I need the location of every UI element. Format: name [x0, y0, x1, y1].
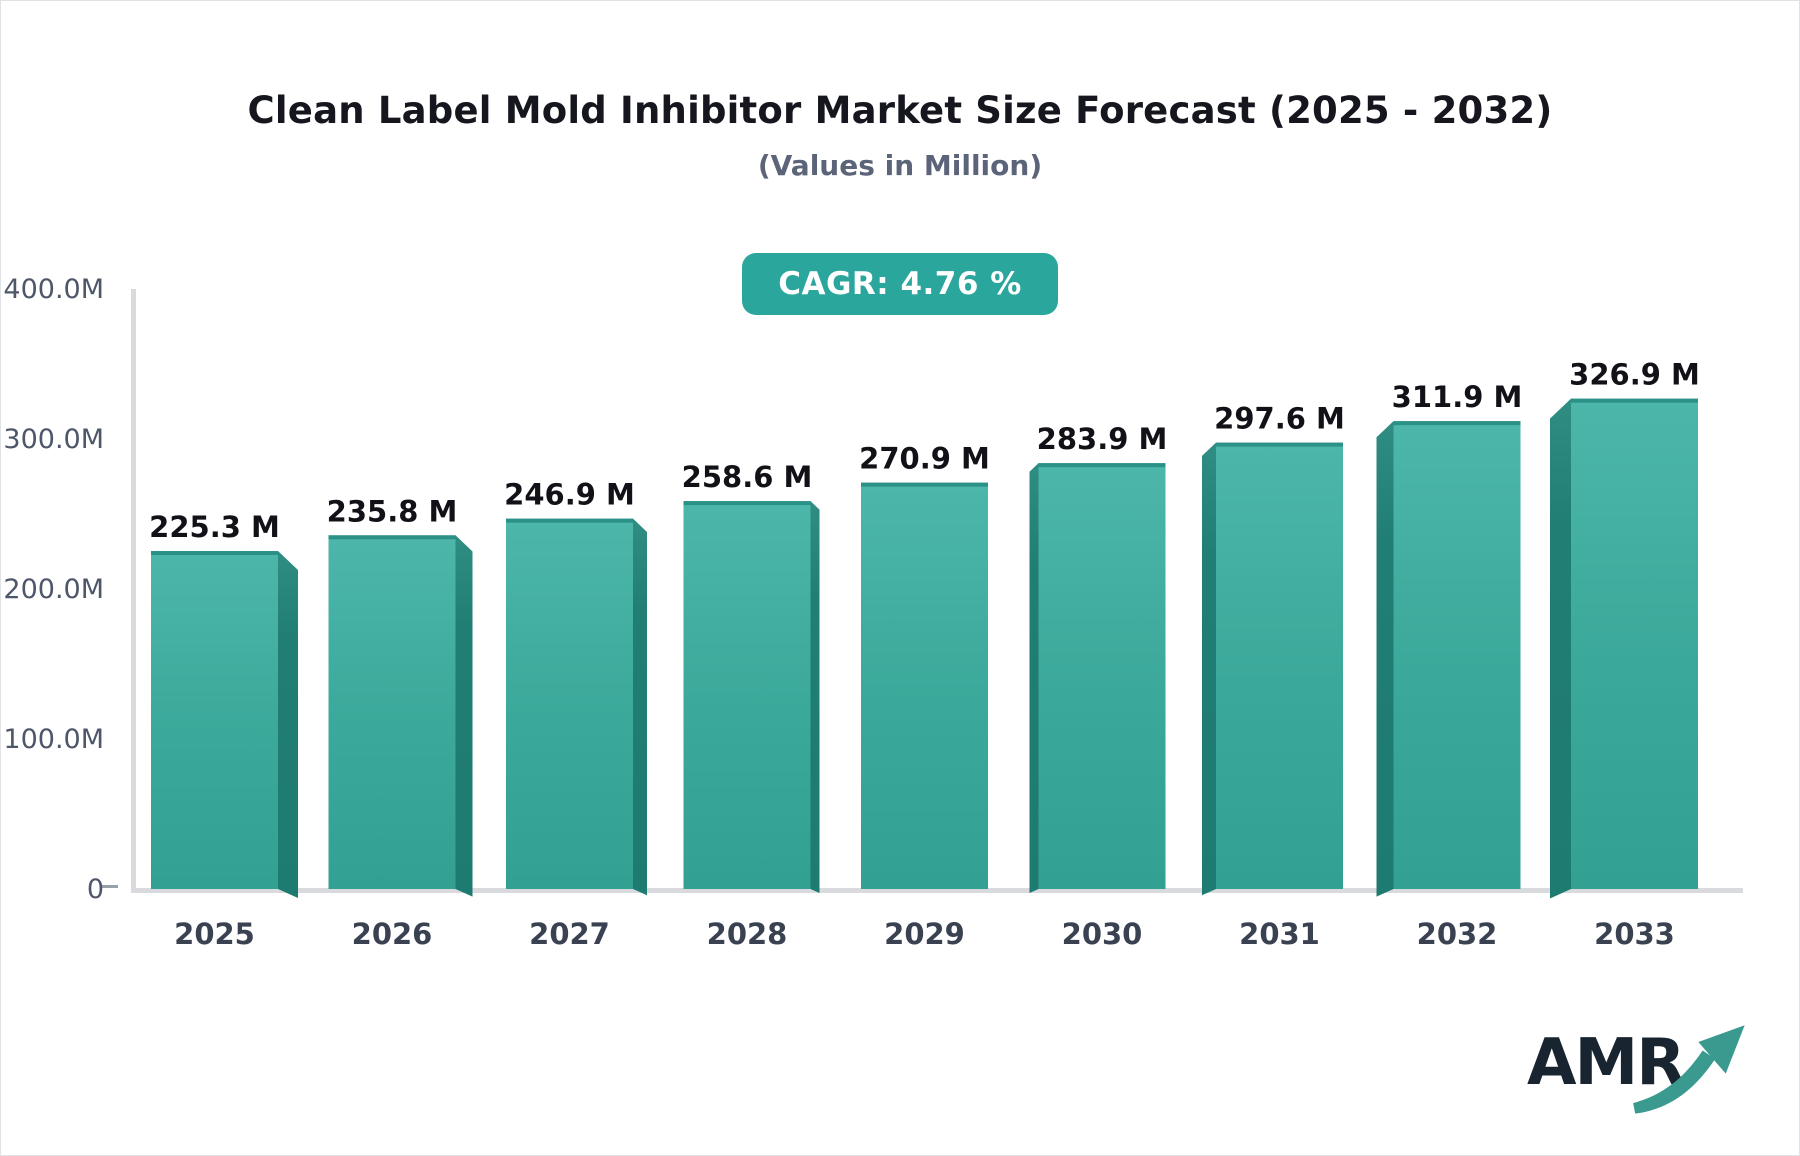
bar-group-2029	[861, 482, 988, 889]
bar-top-edge	[1393, 421, 1521, 426]
bar	[1216, 442, 1343, 889]
bar-group-2026	[328, 535, 473, 897]
x-axis-label: 2025	[174, 917, 255, 951]
bars	[151, 398, 1698, 899]
bar-value-label: 311.9 M	[1392, 380, 1523, 414]
bar-group-2032	[1376, 421, 1521, 897]
growth-arrow-icon	[1633, 1025, 1745, 1114]
bar-side	[810, 501, 820, 894]
bar-side	[1029, 463, 1039, 894]
y-tick-label: 200.0M	[3, 574, 104, 605]
cagr-badge-row: CAGR: 4.76 %	[1, 253, 1799, 315]
y-axis-line	[131, 289, 136, 893]
bar	[1038, 463, 1166, 889]
bar-top-edge	[1571, 398, 1698, 403]
x-axis-label: 2030	[1062, 917, 1143, 951]
x-axis-label: 2029	[884, 917, 965, 951]
bar-value-label: 225.3 M	[149, 510, 280, 544]
bar-value-label: 297.6 M	[1214, 402, 1345, 436]
bar-side	[278, 551, 298, 898]
chart-labels: 0 100.0M 200.0M 300.0M 400.0M 225.3 M 2025 235.…	[3, 274, 1699, 951]
axes	[102, 289, 1743, 893]
x-axis-label: 2028	[707, 917, 788, 951]
amr-logo-text: AMR	[1527, 1026, 1685, 1100]
bar-top-edge	[1216, 442, 1343, 447]
bar-value-label: 270.9 M	[859, 442, 990, 476]
bar-top-edge	[683, 501, 811, 506]
bar-top-edge	[861, 482, 988, 487]
bar	[1393, 421, 1521, 889]
bar-value-label: 246.9 M	[504, 478, 635, 512]
bar	[506, 518, 633, 889]
bar-group-2025	[151, 551, 298, 898]
x-axis-label: 2033	[1594, 917, 1675, 951]
y-tick-label: 400.0M	[3, 274, 104, 305]
bar-group-2031	[1202, 442, 1343, 896]
bar-side	[1202, 442, 1216, 896]
zero-tick	[102, 885, 118, 888]
bar-top-edge	[151, 551, 278, 556]
y-tick-label: 0	[87, 874, 104, 905]
x-axis-label: 2032	[1417, 917, 1498, 951]
bar	[1571, 398, 1698, 889]
bar	[328, 535, 456, 889]
x-axis-line	[131, 888, 1743, 893]
bar-group-2030	[1029, 463, 1166, 894]
bar-side	[1376, 421, 1394, 897]
bar	[861, 482, 988, 889]
bar-side	[455, 535, 473, 897]
page-title: Clean Label Mold Inhibitor Market Size F…	[247, 89, 1553, 132]
bar	[151, 551, 278, 889]
bar-group-2027	[506, 518, 647, 896]
amr-logo: AMR	[1519, 1019, 1779, 1129]
bar-value-label: 326.9 M	[1569, 358, 1700, 392]
cagr-badge: CAGR: 4.76 %	[742, 253, 1058, 315]
chart-subtitle: (Values in Million)	[757, 149, 1043, 182]
bar-value-label: 283.9 M	[1037, 422, 1168, 456]
bar-side	[1550, 398, 1571, 899]
x-axis-label: 2026	[352, 917, 433, 951]
bar-value-label: 258.6 M	[682, 460, 813, 494]
bar-side	[633, 518, 647, 896]
bar-top-edge	[328, 535, 456, 540]
y-tick-label: 100.0M	[3, 724, 104, 755]
y-tick-label: 300.0M	[3, 424, 104, 455]
bar	[683, 501, 811, 889]
x-axis-label: 2027	[529, 917, 610, 951]
bar-value-label: 235.8 M	[327, 494, 458, 528]
bar-group-2028	[683, 501, 820, 894]
x-axis-label: 2031	[1239, 917, 1320, 951]
bar-top-edge	[1038, 463, 1166, 468]
bar-top-edge	[506, 518, 633, 523]
bar-group-2033	[1550, 398, 1698, 899]
